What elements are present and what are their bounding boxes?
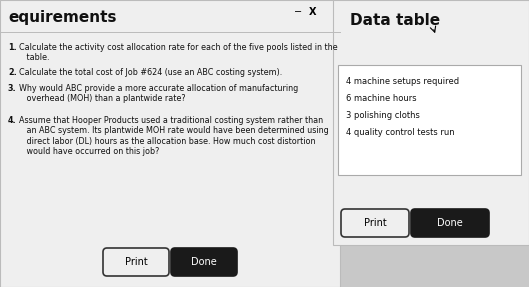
- Text: 2.: 2.: [8, 68, 17, 77]
- Text: Data table: Data table: [350, 13, 440, 28]
- Text: 6 machine hours: 6 machine hours: [346, 94, 417, 103]
- FancyBboxPatch shape: [0, 0, 340, 287]
- Text: Assume that Hooper Products used a traditional costing system rather than
   an : Assume that Hooper Products used a tradi…: [19, 116, 329, 156]
- Text: 4 machine setups required: 4 machine setups required: [346, 77, 459, 86]
- FancyBboxPatch shape: [411, 209, 489, 237]
- Text: Done: Done: [191, 257, 217, 267]
- FancyBboxPatch shape: [341, 209, 409, 237]
- Text: 4 quality control tests run: 4 quality control tests run: [346, 128, 454, 137]
- Text: 1.: 1.: [8, 43, 16, 52]
- FancyBboxPatch shape: [103, 248, 169, 276]
- FancyBboxPatch shape: [171, 248, 237, 276]
- Text: Done: Done: [437, 218, 463, 228]
- Text: X: X: [309, 7, 317, 17]
- FancyBboxPatch shape: [333, 0, 529, 245]
- Text: 3 polishing cloths: 3 polishing cloths: [346, 111, 420, 120]
- Text: Print: Print: [363, 218, 386, 228]
- Text: Print: Print: [125, 257, 148, 267]
- Text: Why would ABC provide a more accurate allocation of manufacturing
   overhead (M: Why would ABC provide a more accurate al…: [19, 84, 298, 103]
- Text: 3.: 3.: [8, 84, 16, 93]
- Text: −: −: [294, 7, 302, 17]
- Text: equirements: equirements: [8, 10, 116, 25]
- Text: Calculate the total cost of Job #624 (use an ABC costing system).: Calculate the total cost of Job #624 (us…: [19, 68, 282, 77]
- Text: Calculate the activity cost allocation rate for each of the five pools listed in: Calculate the activity cost allocation r…: [19, 43, 338, 62]
- FancyBboxPatch shape: [338, 65, 521, 175]
- Text: 4.: 4.: [8, 116, 16, 125]
